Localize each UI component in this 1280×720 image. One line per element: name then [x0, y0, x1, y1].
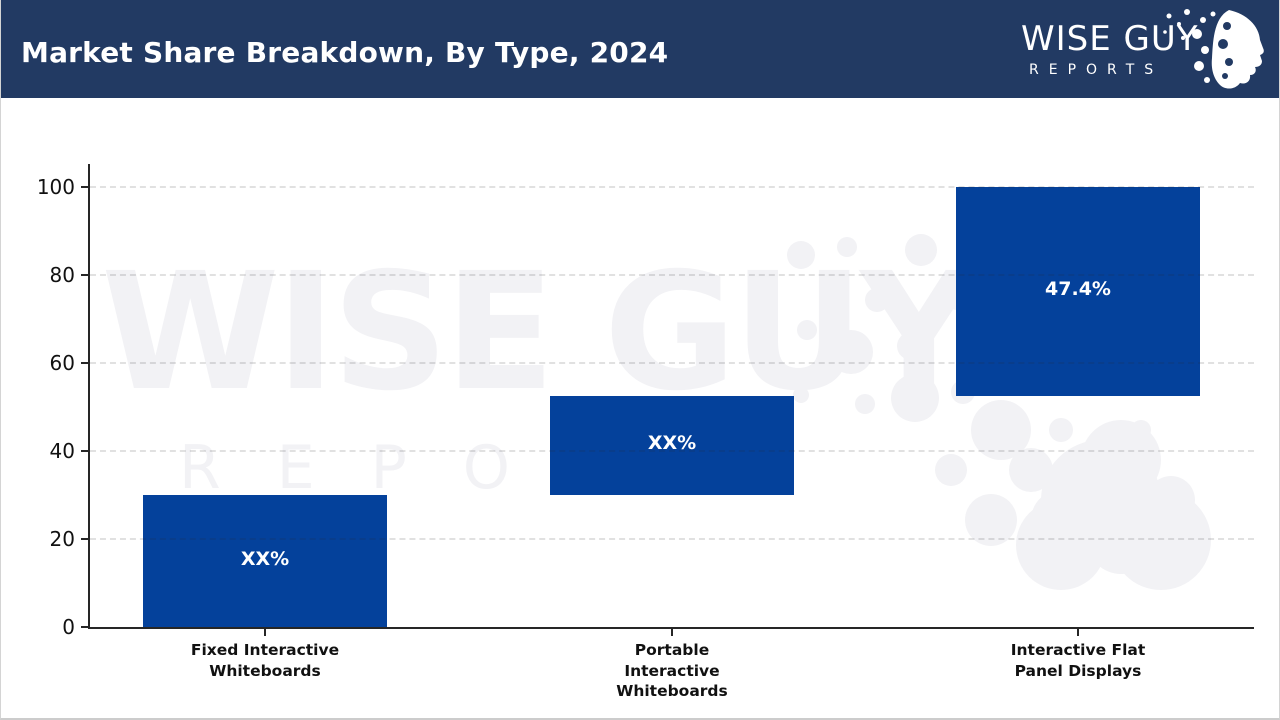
x-category-label-line: Fixed Interactive [190, 641, 340, 659]
x-category-label-line: Portable [634, 641, 710, 659]
x-category-label-line: Panel Displays [1014, 661, 1142, 680]
y-tick-mark [81, 450, 88, 452]
x-axis-line [88, 627, 1254, 629]
y-tick-mark [81, 538, 88, 540]
bar-value-label: 47.4% [1045, 278, 1111, 301]
x-category-label-line: Whiteboards [209, 661, 321, 680]
bar-segment [550, 395, 794, 495]
gridline [90, 538, 1254, 540]
x-tick-mark [264, 629, 266, 636]
x-category-label-line: Interactive [624, 661, 720, 680]
y-tick-label: 60 [49, 351, 75, 375]
y-tick-label: 20 [49, 527, 75, 551]
bar-segment [143, 495, 387, 627]
y-tick-label: 100 [36, 175, 75, 199]
y-tick-mark [81, 274, 88, 276]
logo-subtext: REPORTS [1029, 62, 1163, 78]
x-category-label: Portable Interactive Whiteboards [512, 640, 832, 702]
gridline [90, 450, 1254, 452]
y-tick-label: 40 [49, 439, 75, 463]
x-tick-mark [671, 629, 673, 636]
y-axis-line [88, 164, 90, 629]
y-tick-mark [81, 362, 88, 364]
watermark-wordmark: WISE GUY [101, 239, 978, 427]
chart-title: Market Share Breakdown, By Type, 2024 [21, 36, 669, 69]
x-category-label: Fixed Interactive Whiteboards [105, 640, 425, 681]
x-category-label: Interactive Flat Panel Displays [918, 640, 1238, 681]
y-tick-mark [81, 626, 88, 628]
bar-value-label: XX% [647, 432, 697, 455]
gridline [90, 362, 1254, 364]
bar-segment [956, 187, 1200, 396]
bar-value-label: XX% [240, 548, 290, 570]
y-tick-label: 80 [49, 263, 75, 287]
x-tick-mark [1077, 629, 1079, 636]
x-category-label-line: Whiteboards [616, 682, 728, 700]
y-tick-label: 0 [62, 615, 75, 639]
x-category-label-line: Interactive Flat [1010, 641, 1146, 659]
header-banner: Market Share Breakdown, By Type, 2024 WI… [1, 0, 1279, 98]
gridline [90, 186, 1254, 188]
logo-wordmark: WISE GUY [1021, 19, 1199, 59]
gridline [90, 274, 1254, 276]
logo-face-icon [1163, 9, 1264, 89]
wiseguy-logo: WISE GUY REPORTS [1021, 9, 1264, 89]
y-tick-mark [81, 186, 88, 188]
